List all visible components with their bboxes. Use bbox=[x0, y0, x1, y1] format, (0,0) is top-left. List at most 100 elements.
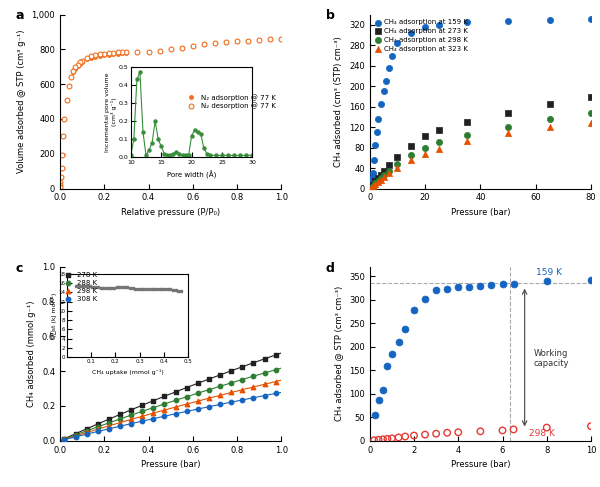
278 K bbox=[204, 375, 214, 383]
N₂ adsorption @ 77 K bbox=[114, 51, 121, 56]
308 K bbox=[271, 390, 280, 397]
Point bbox=[370, 436, 379, 444]
N₂ desorption @ 77 K bbox=[60, 133, 67, 139]
Text: 159 K: 159 K bbox=[536, 268, 562, 277]
278 K bbox=[271, 351, 280, 359]
CH₄ adsorption at 159 K bbox=[503, 17, 513, 25]
CH₄ adsorption at 159 K bbox=[420, 23, 430, 31]
CH₄ adsorption at 298 K bbox=[373, 177, 383, 185]
CH₄ adsorption at 273 K bbox=[379, 167, 388, 175]
CH₄ adsorption at 298 K bbox=[368, 182, 377, 190]
CH₄ adsorption at 323 K bbox=[420, 150, 430, 158]
Point bbox=[442, 285, 452, 293]
288 K bbox=[160, 400, 169, 408]
CH₄ adsorption at 298 K bbox=[367, 184, 376, 191]
N₂ adsorption @ 77 K bbox=[109, 51, 116, 57]
308 K bbox=[226, 398, 236, 406]
278 K bbox=[248, 359, 258, 367]
CH₄ adsorption at 323 K bbox=[462, 138, 472, 146]
CH₄ adsorption at 159 K bbox=[406, 29, 416, 37]
N₂ adsorption @ 77 K bbox=[123, 50, 130, 56]
N₂ desorption @ 77 K bbox=[278, 36, 285, 42]
N₂ desorption @ 77 K bbox=[88, 54, 95, 59]
N₂ adsorption @ 77 K bbox=[134, 49, 141, 55]
Legend: CH₄ adsorption at 159 K, CH₄ adsorption at 273 K, CH₄ adsorption at 298 K, CH₄ a: CH₄ adsorption at 159 K, CH₄ adsorption … bbox=[373, 18, 469, 53]
N₂ desorption @ 77 K bbox=[56, 184, 64, 190]
N₂ adsorption @ 77 K bbox=[56, 183, 64, 188]
N₂ desorption @ 77 K bbox=[244, 37, 251, 43]
N₂ adsorption @ 77 K bbox=[88, 55, 95, 61]
Y-axis label: CH₄ adsorbed @ STP (cm³ cm⁻³): CH₄ adsorbed @ STP (cm³ cm⁻³) bbox=[334, 286, 343, 421]
N₂ desorption @ 77 K bbox=[167, 46, 174, 52]
Text: 298 K: 298 K bbox=[529, 430, 555, 438]
308 K bbox=[193, 405, 203, 413]
308 K bbox=[104, 425, 114, 433]
N₂ adsorption @ 77 K bbox=[79, 59, 86, 65]
288 K bbox=[226, 379, 236, 387]
N₂ desorption @ 77 K bbox=[74, 61, 82, 67]
N₂ adsorption @ 77 K bbox=[244, 37, 251, 43]
N₂ adsorption @ 77 K bbox=[200, 41, 208, 47]
N₂ adsorption @ 77 K bbox=[58, 165, 65, 170]
288 K bbox=[271, 366, 280, 374]
308 K bbox=[238, 396, 247, 404]
N₂ adsorption @ 77 K bbox=[72, 66, 79, 72]
Point bbox=[476, 428, 485, 435]
N₂ desorption @ 77 K bbox=[83, 55, 90, 61]
N₂ adsorption @ 77 K bbox=[70, 69, 77, 75]
308 K bbox=[248, 394, 258, 402]
308 K bbox=[171, 410, 181, 418]
CH₄ adsorption at 273 K bbox=[462, 118, 472, 126]
Point bbox=[498, 281, 508, 288]
Point bbox=[498, 427, 508, 434]
CH₄ adsorption at 159 K bbox=[370, 141, 380, 149]
Point bbox=[370, 411, 380, 419]
CH₄ adsorption at 159 K bbox=[434, 21, 443, 29]
N₂ adsorption @ 77 K bbox=[266, 37, 274, 42]
Point bbox=[400, 325, 410, 333]
CH₄ adsorption at 298 K bbox=[586, 109, 596, 117]
308 K bbox=[59, 436, 69, 444]
278 K bbox=[115, 411, 125, 418]
N₂ adsorption @ 77 K bbox=[145, 49, 152, 55]
Point bbox=[420, 431, 430, 438]
Line: N₂ adsorption @ 77 K: N₂ adsorption @ 77 K bbox=[58, 37, 284, 189]
288 K bbox=[104, 419, 114, 427]
Point bbox=[442, 429, 452, 437]
N₂ adsorption @ 77 K bbox=[74, 63, 82, 69]
278 K bbox=[215, 371, 225, 379]
Point bbox=[394, 433, 403, 441]
288 K bbox=[171, 396, 181, 404]
278 K bbox=[82, 425, 91, 432]
CH₄ adsorption at 159 K bbox=[366, 182, 376, 190]
N₂ adsorption @ 77 K bbox=[96, 53, 103, 59]
N₂ desorption @ 77 K bbox=[56, 183, 64, 188]
298 K bbox=[238, 386, 247, 393]
CH₄ adsorption at 159 K bbox=[368, 169, 377, 177]
288 K bbox=[137, 408, 147, 415]
CH₄ adsorption at 298 K bbox=[392, 160, 402, 168]
Point bbox=[374, 436, 383, 444]
308 K bbox=[204, 403, 214, 411]
N₂ desorption @ 77 K bbox=[79, 57, 86, 63]
CH₄ adsorption at 323 K bbox=[385, 169, 394, 177]
N₂ desorption @ 77 K bbox=[70, 68, 77, 74]
298 K bbox=[93, 425, 103, 433]
288 K bbox=[115, 415, 125, 423]
288 K bbox=[93, 423, 103, 431]
298 K bbox=[149, 409, 158, 417]
308 K bbox=[215, 400, 225, 408]
CH₄ adsorption at 298 K bbox=[420, 144, 430, 151]
N₂ desorption @ 77 K bbox=[266, 37, 274, 42]
288 K bbox=[127, 411, 136, 419]
CH₄ adsorption at 159 K bbox=[385, 64, 394, 72]
N₂ desorption @ 77 K bbox=[189, 43, 196, 49]
N₂ adsorption @ 77 K bbox=[167, 46, 174, 52]
N₂ adsorption @ 77 K bbox=[105, 52, 112, 57]
N₂ desorption @ 77 K bbox=[145, 49, 152, 55]
288 K bbox=[82, 427, 91, 435]
N₂ desorption @ 77 K bbox=[65, 83, 73, 89]
N₂ desorption @ 77 K bbox=[57, 180, 64, 186]
N₂ desorption @ 77 K bbox=[211, 40, 218, 46]
288 K bbox=[204, 386, 214, 393]
